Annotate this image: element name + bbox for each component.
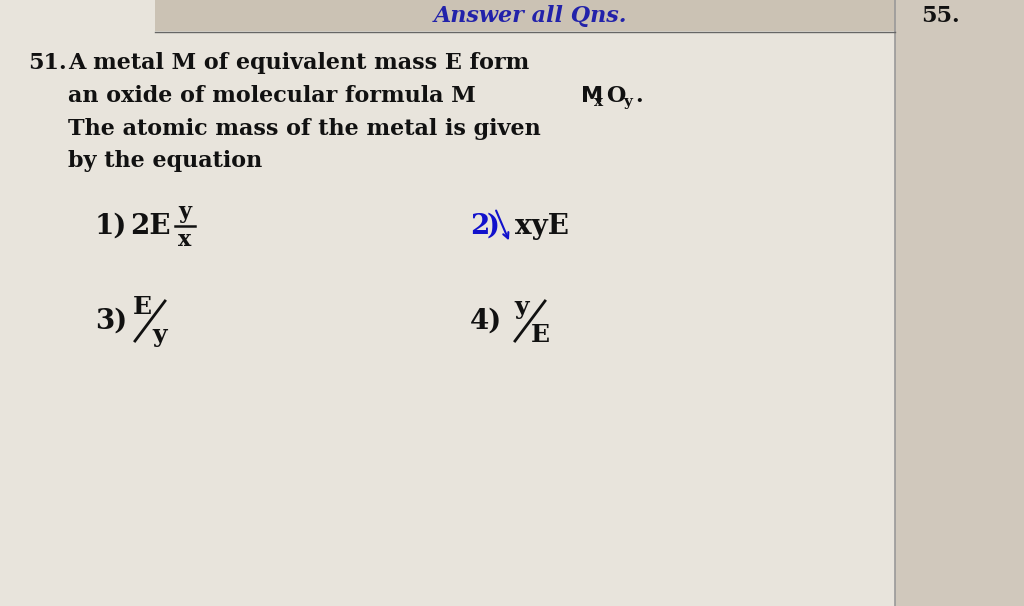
Text: 1): 1)	[95, 213, 127, 239]
Bar	[155, 0, 895, 31]
Text: an oxide of molecular formula M: an oxide of molecular formula M	[68, 85, 476, 107]
Text: 4): 4)	[470, 307, 502, 335]
Text: E: E	[132, 295, 152, 319]
Text: x: x	[178, 229, 191, 251]
Text: O: O	[606, 85, 626, 107]
Text: Answer all Qns.: Answer all Qns.	[433, 5, 627, 27]
Text: 55.: 55.	[921, 5, 959, 27]
Text: $\mathbf{M}$: $\mathbf{M}$	[580, 85, 602, 107]
Text: The atomic mass of the metal is given: The atomic mass of the metal is given	[68, 118, 541, 140]
Text: 51.: 51.	[28, 52, 67, 74]
Text: y: y	[153, 323, 167, 347]
Text: ): )	[487, 213, 500, 239]
Text: xyE: xyE	[515, 213, 569, 239]
Bar	[895, 0, 1024, 606]
Text: y: y	[515, 295, 529, 319]
Text: A metal M of equivalent mass E form: A metal M of equivalent mass E form	[68, 52, 529, 74]
Text: x: x	[594, 95, 603, 109]
Text: y: y	[623, 95, 632, 109]
Text: 3): 3)	[95, 307, 127, 335]
Text: y: y	[178, 201, 191, 223]
Text: 2E: 2E	[130, 213, 171, 239]
Text: E: E	[530, 323, 550, 347]
Text: by the equation: by the equation	[68, 150, 262, 172]
Text: .: .	[635, 85, 643, 107]
Text: 2: 2	[470, 213, 489, 239]
Bar	[0, 0, 895, 606]
